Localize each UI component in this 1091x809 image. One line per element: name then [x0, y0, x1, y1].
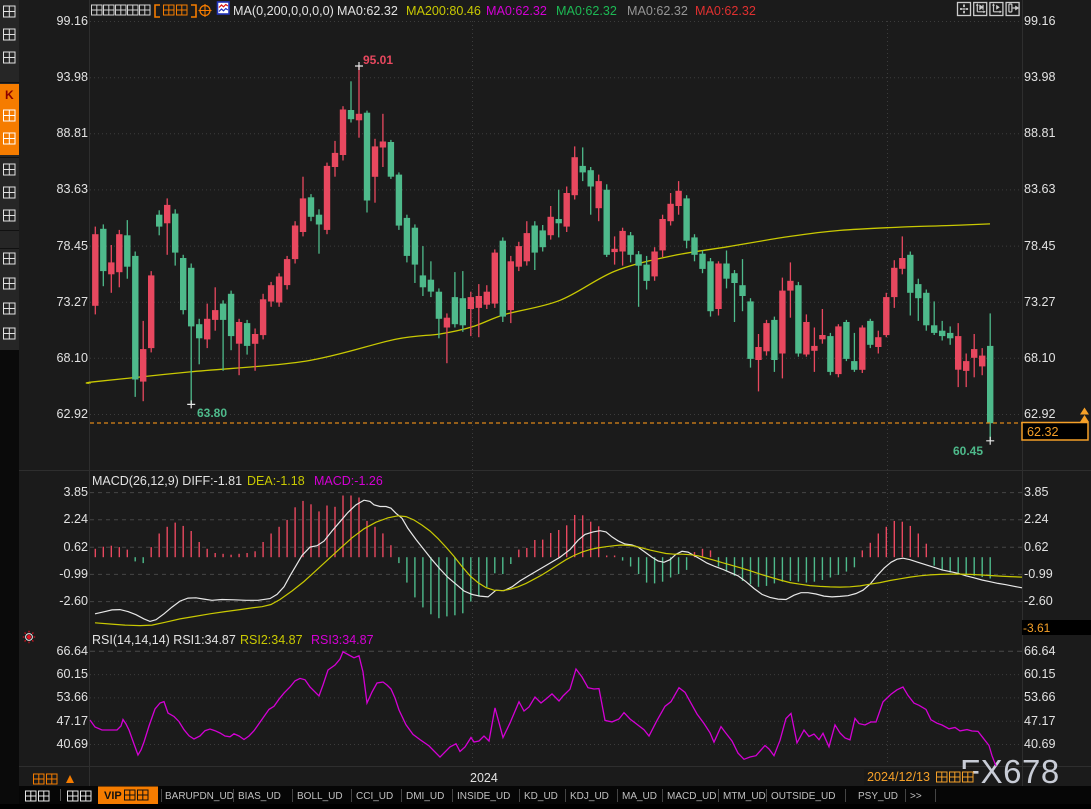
- svg-text:>>: >>: [910, 791, 922, 802]
- svg-text:PSY_UD: PSY_UD: [858, 791, 898, 802]
- svg-text:MA0:62.32: MA0:62.32: [695, 4, 756, 18]
- svg-text:93.98: 93.98: [1024, 70, 1056, 84]
- svg-text:60.45: 60.45: [953, 444, 983, 458]
- svg-text:68.10: 68.10: [1024, 351, 1056, 365]
- svg-text:-2.60: -2.60: [1024, 594, 1053, 608]
- svg-text:MACD(26,12,9) DIFF:-1.81: MACD(26,12,9) DIFF:-1.81: [92, 474, 242, 488]
- svg-text:-0.99: -0.99: [1024, 567, 1053, 581]
- svg-text:-2.60: -2.60: [59, 594, 88, 608]
- svg-text:99.16: 99.16: [1024, 14, 1056, 28]
- svg-text:MACD_UD: MACD_UD: [667, 791, 716, 802]
- svg-text:2024: 2024: [470, 771, 498, 785]
- svg-text:MA0:62.32: MA0:62.32: [556, 4, 617, 18]
- svg-text:93.98: 93.98: [56, 70, 88, 84]
- svg-text:-3.61: -3.61: [1023, 621, 1051, 635]
- svg-text:66.64: 66.64: [56, 644, 88, 658]
- svg-text:MA0:62.32: MA0:62.32: [627, 4, 688, 18]
- svg-text:53.66: 53.66: [56, 690, 88, 704]
- svg-text:53.66: 53.66: [1024, 690, 1056, 704]
- svg-text:68.10: 68.10: [56, 351, 88, 365]
- svg-text:BOLL_UD: BOLL_UD: [297, 791, 343, 802]
- svg-text:73.27: 73.27: [1024, 295, 1056, 309]
- svg-text:2.24: 2.24: [1024, 512, 1049, 526]
- svg-text:-0.99: -0.99: [59, 567, 88, 581]
- svg-text:RSI3:34.87: RSI3:34.87: [311, 633, 374, 647]
- svg-text:MA0:62.32: MA0:62.32: [337, 4, 398, 18]
- svg-text:BARUPDN_UD: BARUPDN_UD: [165, 791, 234, 802]
- svg-text:3.85: 3.85: [63, 485, 88, 499]
- svg-text:OUTSIDE_UD: OUTSIDE_UD: [771, 791, 835, 802]
- svg-text:60.15: 60.15: [1024, 667, 1056, 681]
- svg-text:47.17: 47.17: [56, 714, 88, 728]
- svg-text:62.32: 62.32: [1027, 425, 1059, 439]
- svg-text:VIP: VIP: [104, 790, 122, 802]
- svg-text:KD_UD: KD_UD: [524, 791, 558, 802]
- svg-text:99.16: 99.16: [56, 14, 88, 28]
- svg-text:62.92: 62.92: [1024, 407, 1056, 421]
- svg-text:MA_UD: MA_UD: [622, 791, 657, 802]
- svg-text:78.45: 78.45: [56, 239, 88, 253]
- svg-text:3.85: 3.85: [1024, 485, 1049, 499]
- svg-text:88.81: 88.81: [1024, 126, 1056, 140]
- svg-text:66.64: 66.64: [1024, 644, 1056, 658]
- svg-text:K: K: [5, 88, 14, 102]
- svg-text:KDJ_UD: KDJ_UD: [570, 791, 609, 802]
- svg-text:40.69: 40.69: [56, 737, 88, 751]
- svg-text:DMI_UD: DMI_UD: [406, 791, 444, 802]
- svg-text:INSIDE_UD: INSIDE_UD: [457, 791, 510, 802]
- svg-text:83.63: 83.63: [56, 182, 88, 196]
- svg-text:73.27: 73.27: [56, 295, 88, 309]
- svg-text:RSI2:34.87: RSI2:34.87: [240, 633, 303, 647]
- svg-text:MTM_UD: MTM_UD: [723, 791, 766, 802]
- svg-text:CCI_UD: CCI_UD: [356, 791, 393, 802]
- svg-text:DEA:-1.18: DEA:-1.18: [247, 474, 305, 488]
- svg-text:MACD:-1.26: MACD:-1.26: [314, 474, 383, 488]
- svg-text:83.63: 83.63: [1024, 182, 1056, 196]
- svg-text:62.92: 62.92: [56, 407, 88, 421]
- svg-text:RSI(14,14,14) RSI1:34.87: RSI(14,14,14) RSI1:34.87: [92, 633, 236, 647]
- svg-text:78.45: 78.45: [1024, 239, 1056, 253]
- svg-text:40.69: 40.69: [1024, 737, 1056, 751]
- svg-text:47.17: 47.17: [1024, 714, 1056, 728]
- svg-text:MA200:80.46: MA200:80.46: [406, 4, 481, 18]
- svg-text:60.15: 60.15: [56, 667, 88, 681]
- svg-text:2024/12/13: 2024/12/13: [867, 770, 930, 784]
- svg-text:0.62: 0.62: [1024, 540, 1049, 554]
- svg-text:MA(0,200,0,0,0,0): MA(0,200,0,0,0,0): [233, 4, 334, 18]
- svg-text:88.81: 88.81: [56, 126, 88, 140]
- svg-text:2.24: 2.24: [63, 512, 88, 526]
- svg-text:MA0:62.32: MA0:62.32: [486, 4, 547, 18]
- svg-text:BIAS_UD: BIAS_UD: [238, 791, 281, 802]
- svg-text:63.80: 63.80: [197, 406, 227, 420]
- svg-text:FX678: FX678: [960, 753, 1060, 790]
- svg-text:0.62: 0.62: [63, 540, 88, 554]
- svg-text:95.01: 95.01: [363, 53, 393, 67]
